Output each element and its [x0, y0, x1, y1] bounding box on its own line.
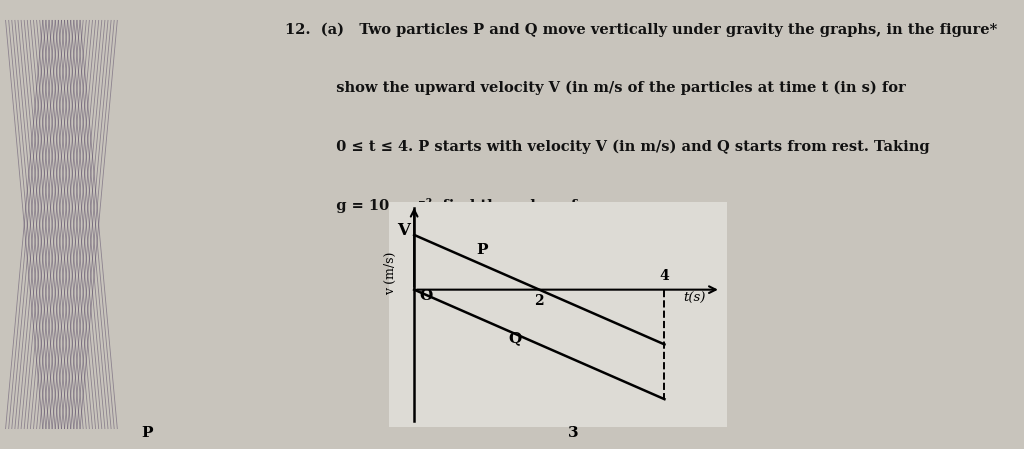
Text: P: P	[141, 426, 153, 440]
Text: t(s): t(s)	[683, 292, 706, 305]
Text: P: P	[477, 243, 488, 257]
Text: 2: 2	[535, 294, 544, 308]
Text: 12.  (a)   Two particles P and Q move vertically under gravity the graphs, in th: 12. (a) Two particles P and Q move verti…	[285, 22, 997, 37]
Text: g = 10 ms⁻², find the value of v.: g = 10 ms⁻², find the value of v.	[285, 198, 594, 212]
Text: O: O	[419, 289, 432, 303]
Text: Q: Q	[508, 330, 521, 345]
Text: show the upward velocity V (in m/s of the particles at time t (in s) for: show the upward velocity V (in m/s of th…	[285, 81, 906, 95]
Text: V: V	[396, 222, 410, 239]
Text: 0 ≤ t ≤ 4. P starts with velocity V (in m/s) and Q starts from rest. Taking: 0 ≤ t ≤ 4. P starts with velocity V (in …	[285, 139, 930, 154]
Text: v (m/s): v (m/s)	[384, 251, 397, 295]
Text: 4: 4	[659, 269, 670, 283]
Text: 3: 3	[568, 426, 579, 440]
